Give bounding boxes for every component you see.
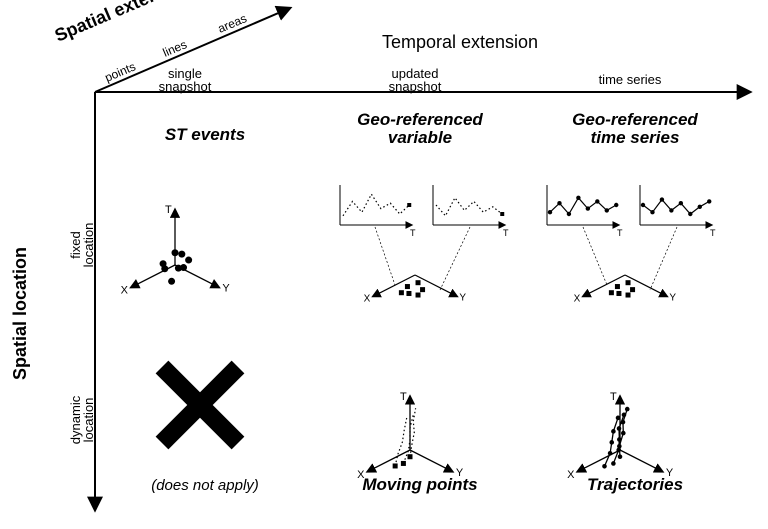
svg-text:Y: Y	[456, 467, 464, 479]
temporal-tick-3: time series	[599, 72, 662, 87]
plot-st-events: T Y X	[121, 204, 231, 296]
plot-geo-ts: Y X T T	[547, 185, 716, 305]
svg-text:Y: Y	[666, 467, 674, 479]
svg-text:T: T	[165, 204, 172, 216]
plot-moving-points: T Y X	[357, 391, 464, 481]
svg-text:Y: Y	[222, 283, 230, 295]
svg-text:T: T	[610, 391, 617, 403]
spatial-extension-label: Spatial extension	[52, 0, 196, 46]
plot-trajectories: T Y X	[567, 391, 674, 481]
cell-title-st-events: ST events	[165, 125, 245, 144]
svg-text:X: X	[364, 294, 371, 305]
spatial-ext-tick-2: lines	[161, 37, 189, 60]
diagram-canvas: Temporal extension singlesnapshot update…	[0, 0, 768, 524]
cell-title-na: (does not apply)	[151, 477, 259, 494]
spatial-location-label: Spatial location	[10, 247, 30, 380]
svg-text:X: X	[567, 469, 575, 481]
plot-geo-var: Y X T T	[340, 185, 509, 305]
svg-text:T: T	[503, 228, 509, 238]
svg-text:X: X	[574, 294, 581, 305]
temporal-tick-2: updatedsnapshot	[389, 66, 442, 94]
svg-text:T: T	[410, 228, 416, 238]
plot-na-x	[162, 367, 238, 443]
temporal-tick-1: singlesnapshot	[159, 66, 212, 94]
svg-text:T: T	[710, 228, 716, 238]
spatial-loc-tick-1: fixedlocation	[68, 223, 96, 268]
cell-title-geo-ts: Geo-referencedtime series	[572, 110, 698, 147]
svg-text:X: X	[357, 469, 365, 481]
temporal-axis-label: Temporal extension	[382, 32, 538, 52]
svg-text:T: T	[617, 228, 623, 238]
svg-text:Y: Y	[669, 293, 676, 304]
svg-text:Y: Y	[459, 293, 466, 304]
cell-title-geo-var: Geo-referencedvariable	[357, 110, 483, 147]
spatial-loc-tick-2: dynamiclocation	[68, 395, 96, 444]
svg-text:X: X	[121, 285, 129, 297]
svg-text:T: T	[400, 391, 407, 403]
